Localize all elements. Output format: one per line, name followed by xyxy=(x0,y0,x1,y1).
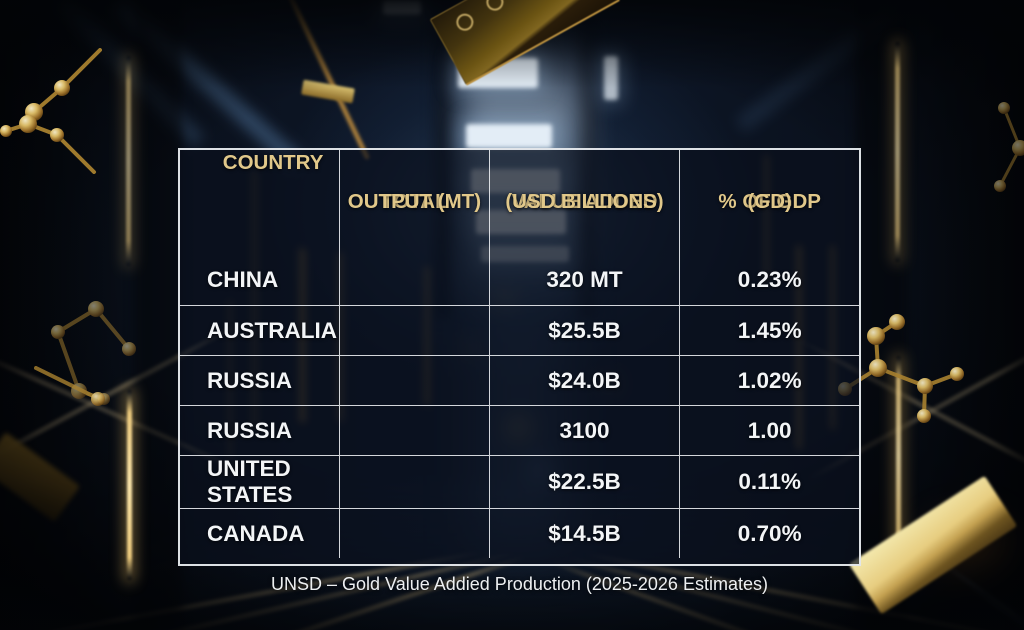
country-cell: AUSTRALIA xyxy=(180,305,341,355)
total-output-cell xyxy=(340,508,490,558)
gold-bar-stamp-icon xyxy=(483,0,507,14)
country-cell: CHINA xyxy=(180,255,341,305)
country-cell: UNITED STATES xyxy=(180,455,341,508)
header-line: OUTPUT (MT) xyxy=(347,190,482,214)
header-line: (USD BILLIONS) xyxy=(505,190,664,214)
total-output-cell xyxy=(340,405,490,455)
value-added-cell: $24.0B xyxy=(489,355,681,405)
header-line: (GD) xyxy=(747,190,792,214)
value-added-cell: $22.5B xyxy=(489,455,681,508)
molecule-bottom-left xyxy=(34,366,105,406)
molecule-left-top xyxy=(0,48,102,174)
total-output-cell xyxy=(340,255,490,305)
gold-bar-stamp-icon xyxy=(453,10,477,34)
column-header-pct-gdp: % OF GDP (GD) xyxy=(680,150,859,255)
column-header-country: COUNTRY xyxy=(180,150,341,255)
pct-gdp-cell: 1.02% xyxy=(680,355,859,405)
header-line: COUNTRY xyxy=(222,151,324,174)
pct-gdp-cell: 0.11% xyxy=(680,455,859,508)
country-cell: RUSSIA xyxy=(180,355,341,405)
pct-gdp-cell: 0.23% xyxy=(737,267,802,292)
value-added-cell: 320 MT xyxy=(490,255,681,305)
gold-production-table: COUNTRY TOTAL OUTPUT (MT) VALUE ADDED (U… xyxy=(178,148,861,566)
molecule-right-edge xyxy=(994,102,1024,192)
total-output-cell xyxy=(340,305,490,355)
pct-gdp-cell: 1.45% xyxy=(680,305,859,355)
column-header-value-added: VALUE ADDED (USD BILLIONS) xyxy=(490,150,681,255)
value-added-cell: $14.5B xyxy=(489,508,681,558)
country-cell: RUSSIA xyxy=(180,405,341,455)
pct-gdp-cell: 1.00 xyxy=(680,405,859,455)
total-output-cell xyxy=(340,455,490,508)
value-added-cell: $25.5B xyxy=(489,305,681,355)
molecule-left-mid xyxy=(51,301,136,405)
column-header-total-output: TOTAL OUTPUT (MT) xyxy=(340,150,490,255)
value-added-cell: 3100 xyxy=(489,405,681,455)
country-cell: CANADA xyxy=(180,508,341,558)
source-caption: UNSD – Gold Value Addied Production (202… xyxy=(271,574,768,594)
total-output-cell xyxy=(340,355,490,405)
pct-gdp-cell: 0.70% xyxy=(680,508,859,558)
